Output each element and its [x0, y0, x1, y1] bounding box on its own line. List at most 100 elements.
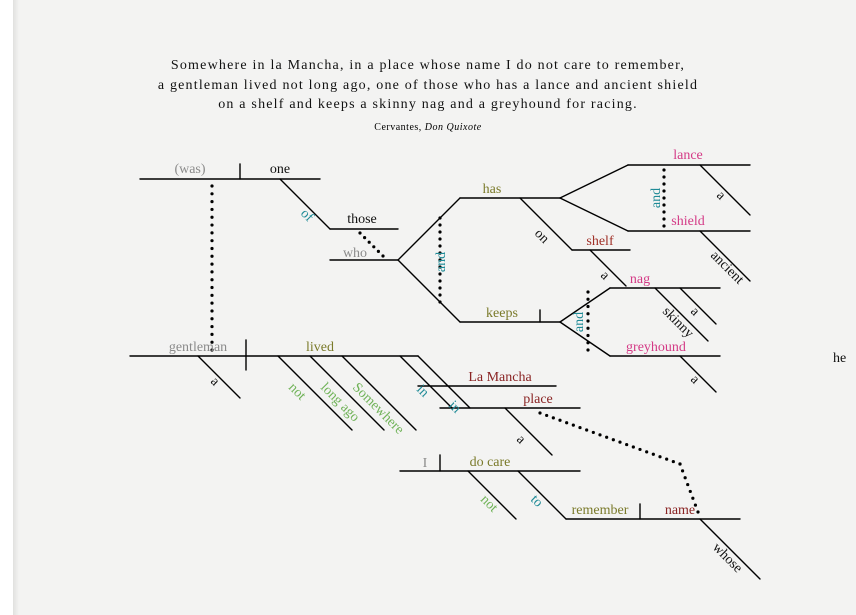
diagram-word: a	[713, 188, 729, 204]
diagram-word: I	[423, 456, 428, 471]
diagram-line	[518, 471, 566, 519]
diagram-word: gentleman	[169, 340, 227, 355]
diagram-dot	[652, 453, 655, 456]
diagram-word: not	[477, 492, 500, 515]
diagram-dot	[210, 223, 213, 226]
margin-text-content: he	[833, 351, 846, 366]
diagram-word: who	[343, 246, 367, 261]
diagram-dot	[210, 231, 213, 234]
diagram-word: a	[687, 372, 703, 388]
diagram-dot	[658, 455, 661, 458]
diagram-dot	[210, 184, 213, 187]
diagram-dot	[686, 483, 689, 486]
diagram-word: and	[434, 252, 449, 272]
diagram-dot	[625, 443, 628, 446]
diagram-line	[398, 198, 460, 260]
diagram-dot	[210, 325, 213, 328]
diagram-word: shield	[671, 214, 704, 229]
diagram-dot	[210, 270, 213, 273]
diagram-word: a	[687, 304, 703, 320]
diagram-dot	[210, 286, 213, 289]
diagram-dot	[565, 421, 568, 424]
diagram-word: and	[649, 188, 664, 208]
diagram-dot	[381, 254, 384, 257]
diagram-dot	[662, 168, 665, 171]
diagram-line	[398, 260, 460, 322]
diagram-dot	[210, 200, 213, 203]
diagram-dot	[572, 424, 575, 427]
diagram-dot	[363, 236, 366, 239]
diagram-dot	[665, 458, 668, 461]
diagram-word: keeps	[486, 306, 518, 321]
diagram-dot	[638, 448, 641, 451]
diagram-dot	[592, 431, 595, 434]
diagram-dot	[210, 333, 213, 336]
diagram-word: those	[347, 212, 377, 227]
diagram-dot	[662, 224, 665, 227]
diagram-dot	[368, 241, 371, 244]
diagram-dot	[545, 414, 548, 417]
diagram-dot	[586, 341, 589, 344]
diagram-word: of	[297, 206, 316, 225]
diagram-dot	[210, 309, 213, 312]
diagram-dot	[618, 441, 621, 444]
page: Somewhere in la Mancha, in a place whose…	[0, 0, 856, 615]
diagram-dot	[210, 317, 213, 320]
diagram-dot	[586, 305, 589, 308]
diagram-word: lived	[306, 340, 334, 355]
diagram-dot	[585, 428, 588, 431]
diagram-dot	[681, 469, 684, 472]
diagram-word: ancient	[707, 248, 746, 287]
diagram-dot	[210, 255, 213, 258]
diagram-dot	[586, 298, 589, 301]
diagram-dot	[210, 208, 213, 211]
diagram-dot	[210, 216, 213, 219]
diagram-word: nag	[630, 272, 650, 287]
diagram-dot	[689, 490, 692, 493]
diagram-dot	[578, 426, 581, 429]
diagram-dot	[684, 476, 687, 479]
diagram-dot	[438, 279, 441, 282]
diagram-word: has	[483, 182, 502, 197]
diagram-word: (was)	[174, 162, 205, 177]
diagram-word: on	[531, 226, 552, 247]
diagram-word: name	[665, 503, 695, 518]
diagram-dot	[377, 250, 380, 253]
diagram-word: a	[513, 432, 529, 448]
diagram-dot	[662, 217, 665, 220]
diagram-dot	[438, 244, 441, 247]
diagram-dot	[691, 497, 694, 500]
diagram-dot	[438, 293, 441, 296]
diagram-dot	[210, 247, 213, 250]
diagram-line	[560, 198, 628, 231]
diagram-dot	[586, 334, 589, 337]
diagram-dot	[210, 239, 213, 242]
diagram-dot	[210, 302, 213, 305]
diagram-word: one	[270, 162, 290, 177]
diagram-word: lance	[673, 148, 703, 163]
diagram-word: a	[597, 268, 613, 284]
diagram-word: a	[207, 374, 223, 390]
diagram-dot	[662, 175, 665, 178]
diagram-dot	[552, 416, 555, 419]
diagram-dot	[662, 182, 665, 185]
diagram-word: La Mancha	[468, 370, 532, 385]
diagram-dot	[358, 231, 361, 234]
diagram-dot	[438, 286, 441, 289]
diagram-dot	[372, 245, 375, 248]
diagram-word: remember	[572, 503, 629, 518]
diagram-dot	[438, 216, 441, 219]
diagram-dot	[538, 411, 541, 414]
diagram-dot	[438, 300, 441, 303]
diagram-dot	[662, 210, 665, 213]
diagram-dot	[605, 436, 608, 439]
diagram-line	[520, 198, 572, 250]
diagram-word: do care	[470, 455, 511, 470]
diagram-dot	[672, 460, 675, 463]
diagram-dot	[438, 223, 441, 226]
diagram-word: shelf	[586, 234, 614, 249]
diagram-dot	[210, 262, 213, 265]
diagram-dot	[210, 278, 213, 281]
diagram-word: place	[523, 392, 553, 407]
diagram-word: in	[445, 398, 463, 416]
